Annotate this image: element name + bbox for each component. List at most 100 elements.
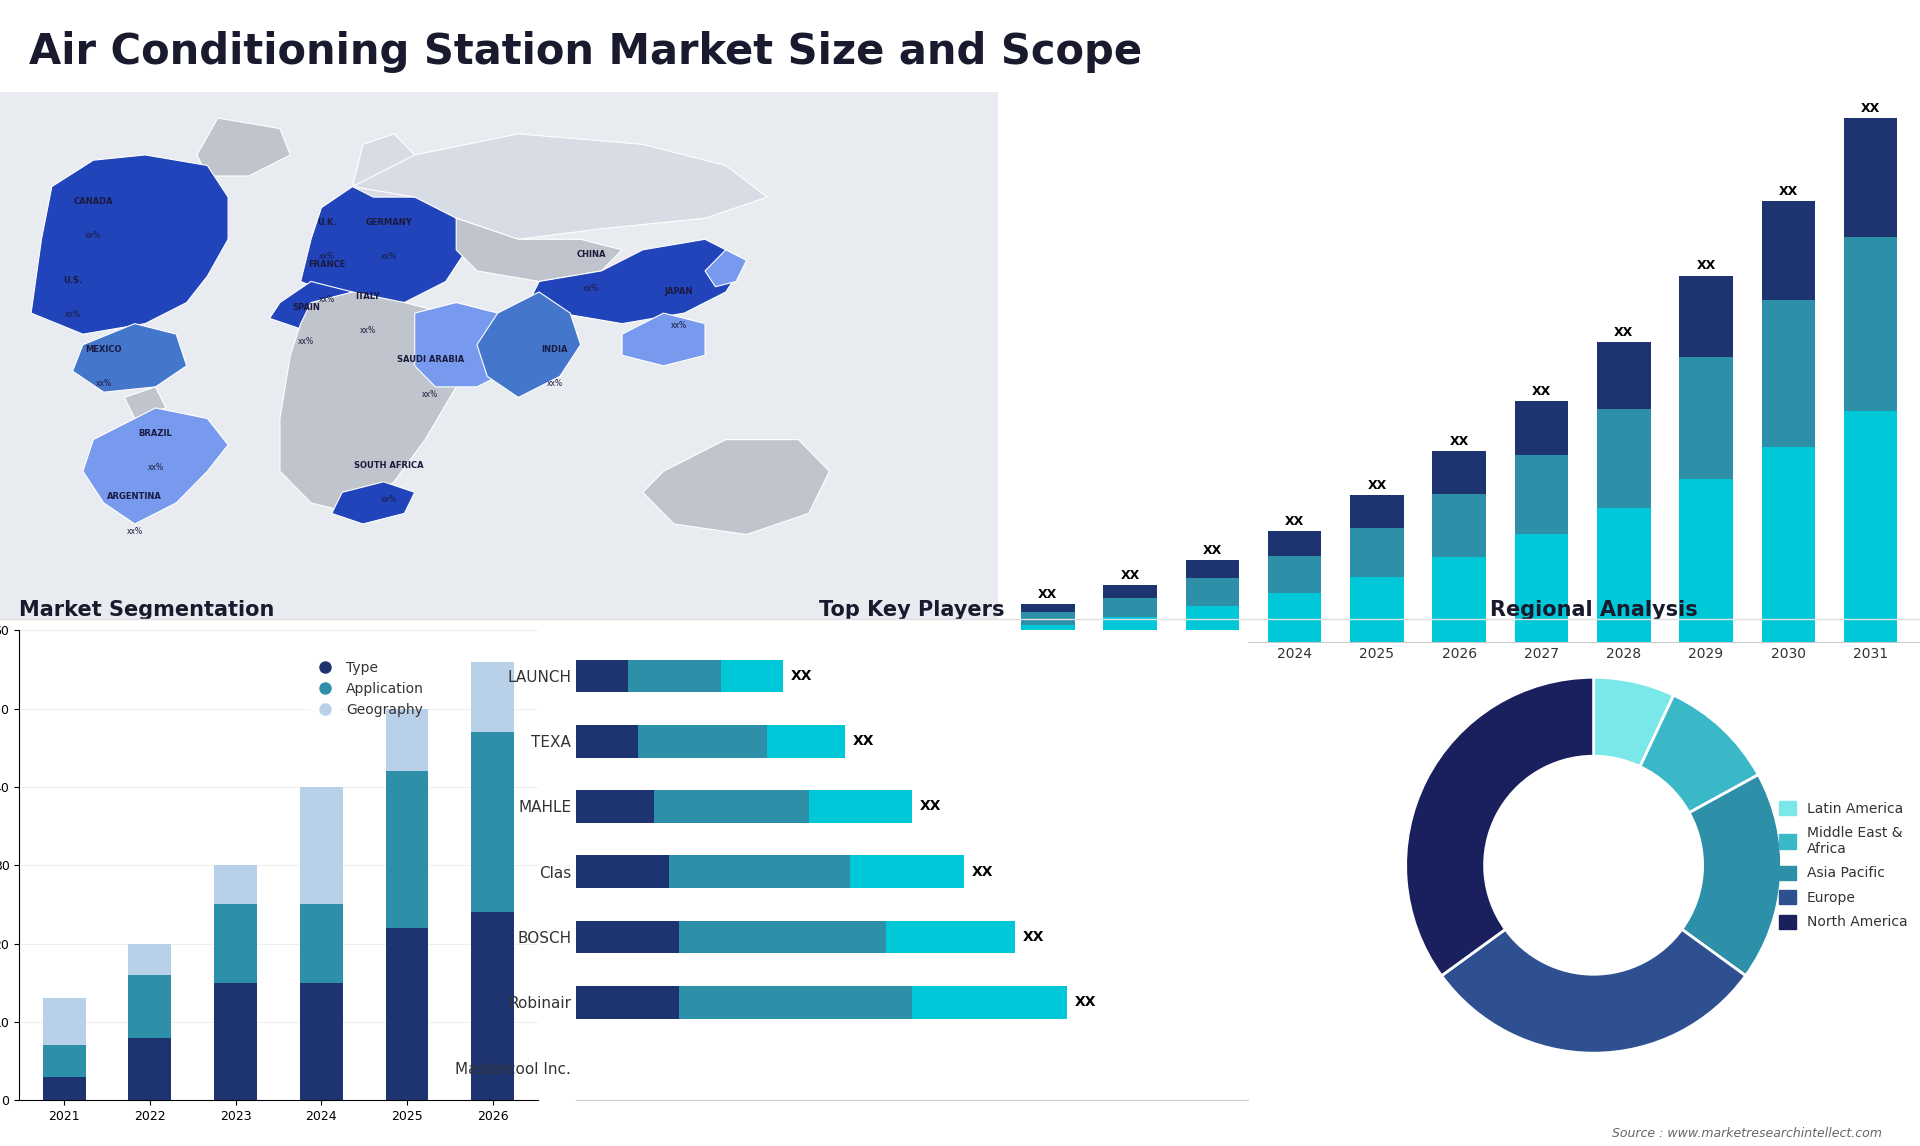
Bar — [1267, 556, 1321, 592]
Bar — [1021, 612, 1075, 626]
Text: XX: XX — [1697, 259, 1716, 273]
Bar — [1515, 401, 1569, 455]
Polygon shape — [301, 187, 467, 303]
Text: XX: XX — [1367, 479, 1386, 492]
Text: XX: XX — [1023, 931, 1044, 944]
Text: XX: XX — [1121, 568, 1140, 581]
Bar — [668, 855, 851, 888]
Bar — [1187, 560, 1238, 579]
Text: U.K.: U.K. — [317, 218, 336, 227]
Bar — [576, 791, 653, 823]
Text: XX: XX — [791, 669, 812, 683]
Polygon shape — [476, 292, 580, 398]
Polygon shape — [269, 282, 353, 329]
Polygon shape — [353, 134, 436, 197]
Bar — [680, 920, 887, 953]
Polygon shape — [643, 440, 829, 534]
Bar — [1187, 579, 1238, 606]
Bar — [42, 1077, 86, 1100]
Text: xx%: xx% — [547, 379, 563, 388]
Text: XX: XX — [1450, 435, 1469, 448]
Text: FRANCE: FRANCE — [307, 260, 346, 269]
Wedge shape — [1442, 929, 1745, 1053]
Text: Source : www.marketresearchintellect.com: Source : www.marketresearchintellect.com — [1611, 1128, 1882, 1140]
Wedge shape — [1682, 775, 1782, 975]
Text: SAUDI ARABIA: SAUDI ARABIA — [397, 355, 465, 364]
Bar — [680, 986, 912, 1019]
Bar — [129, 943, 171, 975]
Bar — [1021, 626, 1075, 642]
Bar — [1597, 509, 1651, 642]
Text: SPAIN: SPAIN — [292, 303, 321, 312]
Bar — [576, 660, 628, 692]
Text: XX: XX — [920, 800, 941, 814]
Text: SOUTH AFRICA: SOUTH AFRICA — [353, 461, 424, 470]
Bar — [1432, 494, 1486, 557]
Bar — [768, 725, 845, 758]
Polygon shape — [457, 218, 622, 282]
Bar — [129, 975, 171, 1037]
Bar — [1763, 300, 1814, 447]
Bar — [808, 791, 912, 823]
Bar — [1843, 118, 1897, 236]
Bar — [576, 725, 637, 758]
Text: MEXICO: MEXICO — [84, 345, 123, 354]
Polygon shape — [125, 387, 165, 418]
Text: XX: XX — [1075, 995, 1096, 1010]
Bar — [1597, 343, 1651, 409]
Bar — [1350, 528, 1404, 576]
Text: xx%: xx% — [148, 463, 163, 472]
Text: XX: XX — [1202, 544, 1221, 557]
Polygon shape — [622, 313, 705, 366]
Text: xx%: xx% — [380, 252, 397, 261]
Bar — [300, 983, 342, 1100]
Bar — [129, 1037, 171, 1100]
Bar — [851, 855, 964, 888]
Text: XX: XX — [972, 865, 993, 879]
Polygon shape — [332, 481, 415, 524]
Bar — [42, 1045, 86, 1077]
Text: CANADA: CANADA — [73, 197, 113, 206]
Text: U.S.: U.S. — [63, 276, 83, 285]
Legend: Latin America, Middle East &
Africa, Asia Pacific, Europe, North America: Latin America, Middle East & Africa, Asi… — [1780, 801, 1907, 929]
Bar — [1432, 557, 1486, 642]
Text: Market Segmentation: Market Segmentation — [19, 601, 275, 620]
Bar — [576, 855, 668, 888]
Text: XX: XX — [852, 735, 874, 748]
Bar — [470, 732, 515, 912]
Bar — [576, 986, 680, 1019]
Bar — [1763, 447, 1814, 642]
Legend: Type, Application, Geography: Type, Application, Geography — [311, 661, 424, 716]
Bar — [215, 865, 257, 904]
Bar — [1515, 455, 1569, 534]
Text: xx%: xx% — [380, 495, 397, 504]
Text: ARGENTINA: ARGENTINA — [108, 493, 161, 501]
Bar — [1597, 409, 1651, 509]
Text: xx%: xx% — [319, 252, 334, 261]
Text: Air Conditioning Station Market Size and Scope: Air Conditioning Station Market Size and… — [29, 31, 1142, 72]
Text: BRAZIL: BRAZIL — [138, 429, 173, 438]
Bar — [1843, 236, 1897, 410]
Bar — [42, 998, 86, 1045]
Bar — [1267, 531, 1321, 556]
Text: XX: XX — [1039, 588, 1058, 602]
Bar — [215, 904, 257, 983]
Bar — [1021, 604, 1075, 612]
Bar — [1843, 410, 1897, 642]
Text: GERMANY: GERMANY — [365, 218, 413, 227]
Bar — [1680, 358, 1732, 479]
Bar — [300, 904, 342, 983]
Bar — [653, 791, 808, 823]
Text: XX: XX — [1860, 102, 1880, 115]
Bar — [1267, 592, 1321, 642]
Polygon shape — [31, 155, 228, 335]
Polygon shape — [415, 303, 518, 387]
Bar — [1104, 618, 1156, 642]
Bar — [386, 928, 428, 1100]
Bar — [1104, 598, 1156, 618]
Polygon shape — [198, 118, 290, 176]
Bar — [887, 920, 1016, 953]
Bar — [1515, 534, 1569, 642]
Text: xx%: xx% — [422, 390, 438, 399]
Polygon shape — [280, 292, 467, 513]
